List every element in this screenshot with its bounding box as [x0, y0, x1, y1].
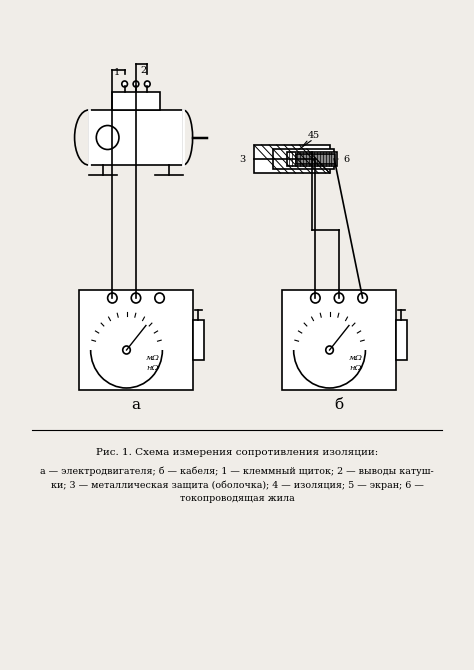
- Circle shape: [108, 293, 117, 303]
- Text: а: а: [131, 398, 140, 412]
- Circle shape: [155, 293, 164, 303]
- Bar: [297, 154, 335, 164]
- Bar: [192, 320, 204, 360]
- Circle shape: [133, 81, 139, 87]
- Text: 4: 4: [308, 131, 314, 139]
- Circle shape: [358, 293, 367, 303]
- Text: Рис. 1. Схема измерения сопротивления изоляции:: Рис. 1. Схема измерения сопротивления из…: [96, 448, 378, 457]
- Text: нΩ: нΩ: [350, 364, 362, 372]
- Bar: [254, 145, 329, 173]
- Bar: [283, 290, 396, 390]
- Circle shape: [123, 346, 130, 354]
- Bar: [396, 320, 407, 360]
- Circle shape: [326, 346, 333, 354]
- Text: 1: 1: [114, 68, 120, 76]
- Bar: [112, 92, 160, 110]
- Text: нΩ: нΩ: [147, 364, 159, 372]
- Text: 5: 5: [312, 131, 319, 139]
- Bar: [79, 290, 192, 390]
- Text: 3: 3: [239, 155, 246, 163]
- Circle shape: [122, 81, 128, 87]
- Bar: [89, 110, 183, 165]
- Bar: [287, 152, 337, 166]
- Text: 2: 2: [140, 66, 146, 74]
- Text: мΩ: мΩ: [349, 354, 363, 362]
- Circle shape: [310, 293, 320, 303]
- Circle shape: [145, 81, 150, 87]
- Circle shape: [96, 125, 119, 149]
- Circle shape: [131, 293, 141, 303]
- Text: 6: 6: [344, 155, 350, 163]
- Text: а — электродвигателя; б — кабеля; 1 — клеммный щиток; 2 — выводы катуш-
ки; 3 — : а — электродвигателя; б — кабеля; 1 — кл…: [40, 466, 434, 502]
- Bar: [273, 149, 334, 169]
- Text: б: б: [335, 398, 344, 412]
- Text: мΩ: мΩ: [146, 354, 160, 362]
- Circle shape: [334, 293, 344, 303]
